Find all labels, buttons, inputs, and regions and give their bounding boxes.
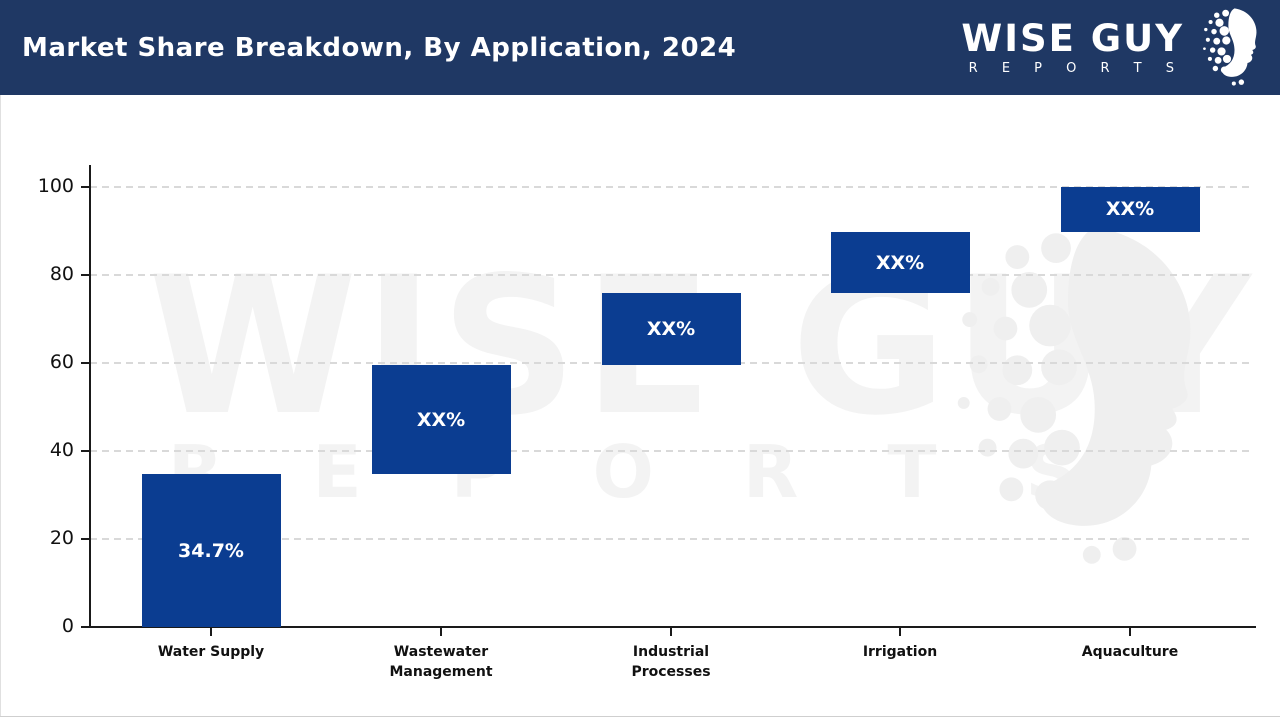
chart-plot-area: 0 20 40 60 80 100 34.7% Water Supply XX% Wastewat… (0, 95, 1280, 720)
x-axis-label-line: Irrigation (862, 644, 938, 660)
bar-value-label: XX% (1105, 198, 1155, 221)
bar-value-label: XX% (646, 318, 696, 341)
x-axis-line (89, 626, 1256, 628)
watermark-reports-text: R E P O R T S (168, 430, 1110, 514)
y-tick-mark (81, 362, 89, 364)
x-axis-label: Industrial Processes (555, 642, 787, 682)
bar-wastewater-management: XX% (371, 365, 511, 475)
x-tick-mark (210, 628, 212, 636)
bar-water-supply: 34.7% (141, 474, 281, 627)
page-title: Market Share Breakdown, By Application, … (22, 32, 737, 63)
x-axis-label-line: Wastewater (393, 644, 489, 660)
y-tick-mark (81, 538, 89, 540)
x-axis-label: Water Supply (95, 642, 327, 662)
bar-irrigation: XX% (830, 231, 970, 294)
brand-logo-line1: WISE GUY (961, 17, 1184, 60)
y-tick-label: 0 (61, 615, 74, 637)
x-axis-label: Wastewater Management (325, 642, 557, 682)
gridline-y100 (90, 186, 1253, 188)
x-axis-label-line: Water Supply (157, 644, 265, 660)
brand-face-dots-icon (1203, 8, 1257, 86)
x-axis-label-line: Industrial (632, 644, 710, 660)
bar-value-label: 34.7% (178, 539, 244, 562)
bar-value-label: XX% (875, 251, 925, 274)
x-axis-label-line: Aquaculture (1081, 644, 1179, 660)
y-tick-label: 60 (49, 351, 74, 373)
y-tick-mark (81, 186, 89, 188)
y-tick-mark (81, 274, 89, 276)
bar-value-label: XX% (416, 408, 466, 431)
x-axis-label: Irrigation (784, 642, 1016, 662)
y-tick-label: 100 (37, 175, 74, 197)
y-axis-line (89, 165, 91, 628)
y-tick-mark (81, 450, 89, 452)
brand-logo: WISE GUY R E P O R T S (961, 6, 1266, 90)
y-tick-label: 80 (49, 263, 74, 285)
y-tick-label: 40 (49, 439, 74, 461)
bar-aquaculture: XX% (1060, 187, 1200, 232)
x-axis-label: Aquaculture (1014, 642, 1246, 662)
x-tick-mark (440, 628, 442, 636)
gridline-y40 (90, 450, 1253, 452)
x-axis-label-line: Management (389, 664, 493, 680)
x-axis-label-line: Processes (631, 664, 711, 680)
gridline-y80 (90, 274, 1253, 276)
x-tick-mark (670, 628, 672, 636)
header: Market Share Breakdown, By Application, … (0, 0, 1280, 95)
y-tick-label: 20 (49, 527, 74, 549)
x-tick-mark (899, 628, 901, 636)
bar-industrial-processes: XX% (601, 293, 741, 366)
gridline-y20 (90, 538, 1253, 540)
y-tick-mark (81, 626, 89, 628)
watermark-face-dots-icon (957, 227, 1191, 564)
page-left-border (0, 95, 1, 716)
x-tick-mark (1129, 628, 1131, 636)
brand-logo-text: WISE GUY R E P O R T S (961, 19, 1184, 77)
brand-logo-line2: R E P O R T S (968, 61, 1184, 76)
page-bottom-border (0, 716, 1280, 717)
